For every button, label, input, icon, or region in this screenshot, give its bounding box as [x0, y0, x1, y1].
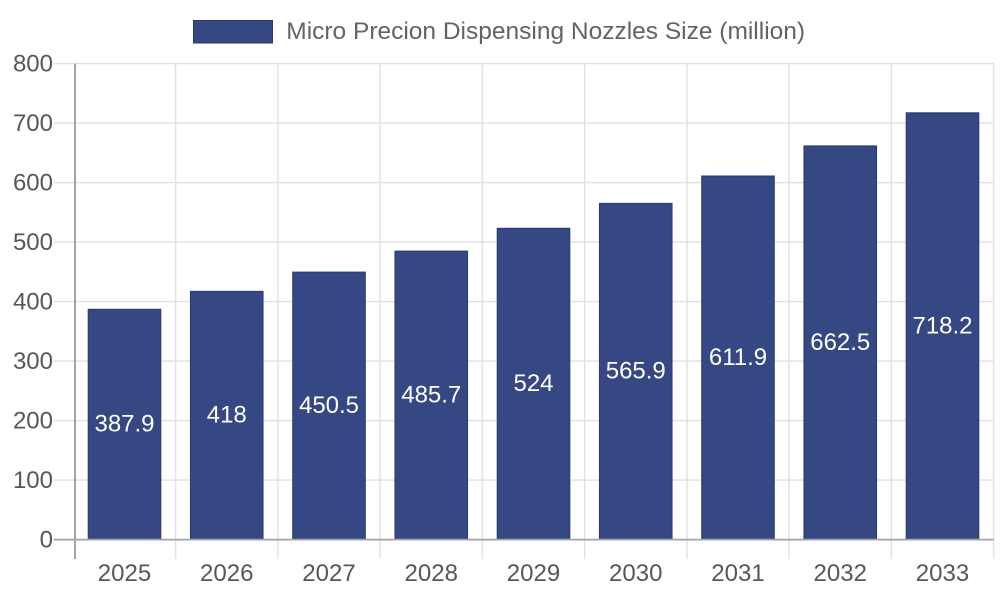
svg-text:2029: 2029: [507, 560, 560, 587]
svg-text:400: 400: [13, 289, 53, 316]
svg-text:200: 200: [13, 408, 53, 435]
svg-text:485.7: 485.7: [401, 381, 461, 408]
svg-text:500: 500: [13, 229, 53, 256]
svg-text:Micro Precion Dispensing Nozzl: Micro Precion Dispensing Nozzles Size (m…: [286, 18, 805, 45]
svg-text:2025: 2025: [98, 560, 151, 587]
svg-text:600: 600: [13, 170, 53, 197]
svg-text:418: 418: [207, 402, 247, 429]
svg-text:2030: 2030: [609, 560, 662, 587]
svg-text:524: 524: [513, 370, 553, 397]
svg-text:611.9: 611.9: [709, 344, 767, 371]
svg-text:450.5: 450.5: [299, 392, 359, 419]
svg-text:662.5: 662.5: [810, 329, 870, 356]
svg-text:2027: 2027: [302, 560, 355, 587]
svg-text:0: 0: [40, 527, 53, 554]
svg-text:2032: 2032: [814, 560, 867, 587]
svg-text:718.2: 718.2: [912, 312, 972, 339]
svg-text:700: 700: [13, 110, 53, 137]
svg-text:300: 300: [13, 348, 53, 375]
svg-text:387.9: 387.9: [94, 411, 154, 438]
svg-text:2031: 2031: [711, 560, 764, 587]
svg-text:2026: 2026: [200, 560, 253, 587]
svg-text:2033: 2033: [916, 560, 969, 587]
svg-text:565.9: 565.9: [606, 358, 666, 385]
svg-text:800: 800: [13, 51, 53, 78]
svg-text:100: 100: [13, 467, 53, 494]
svg-text:2028: 2028: [405, 560, 458, 587]
